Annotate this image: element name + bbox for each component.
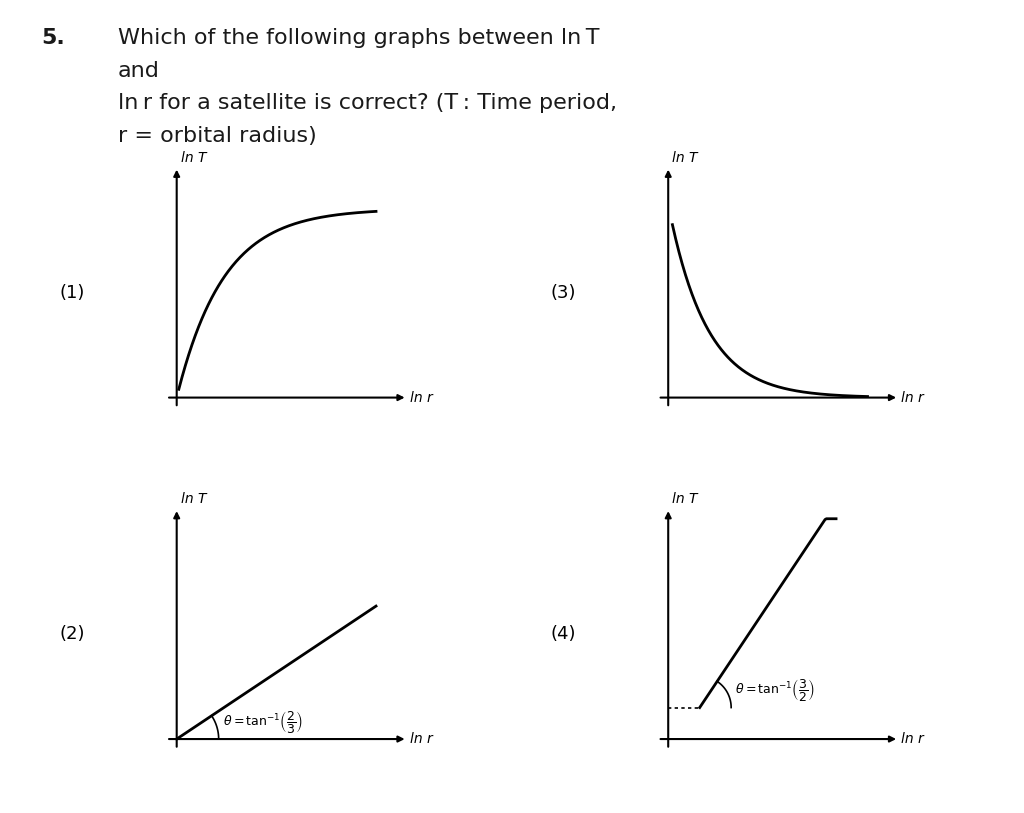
Text: ln T: ln T xyxy=(181,492,207,506)
Text: ln r: ln r xyxy=(901,732,924,746)
Text: ln r: ln r xyxy=(901,390,924,405)
Text: (3): (3) xyxy=(551,284,577,302)
Text: $\theta = \tan^{-1}\!\left(\dfrac{3}{2}\right)$: $\theta = \tan^{-1}\!\left(\dfrac{3}{2}\… xyxy=(735,677,815,703)
Text: ln T: ln T xyxy=(673,150,698,165)
Text: Which of the following graphs between ln ​T: Which of the following graphs between ln… xyxy=(118,28,599,49)
Text: and: and xyxy=(118,61,160,81)
Text: r = orbital radius): r = orbital radius) xyxy=(118,126,316,146)
Text: ln r for a satellite is correct? (T : Time period,: ln r for a satellite is correct? (T : Ti… xyxy=(118,93,616,114)
Text: (2): (2) xyxy=(59,625,85,643)
Text: ln T: ln T xyxy=(181,150,207,165)
Text: $\theta = \tan^{-1}\!\left(\dfrac{2}{3}\right)$: $\theta = \tan^{-1}\!\left(\dfrac{2}{3}\… xyxy=(223,709,303,735)
Text: (1): (1) xyxy=(59,284,85,302)
Text: ln r: ln r xyxy=(410,390,432,405)
Text: 5.: 5. xyxy=(41,28,65,49)
Text: ln T: ln T xyxy=(673,492,698,506)
Text: ln r: ln r xyxy=(410,732,432,746)
Text: (4): (4) xyxy=(551,625,577,643)
